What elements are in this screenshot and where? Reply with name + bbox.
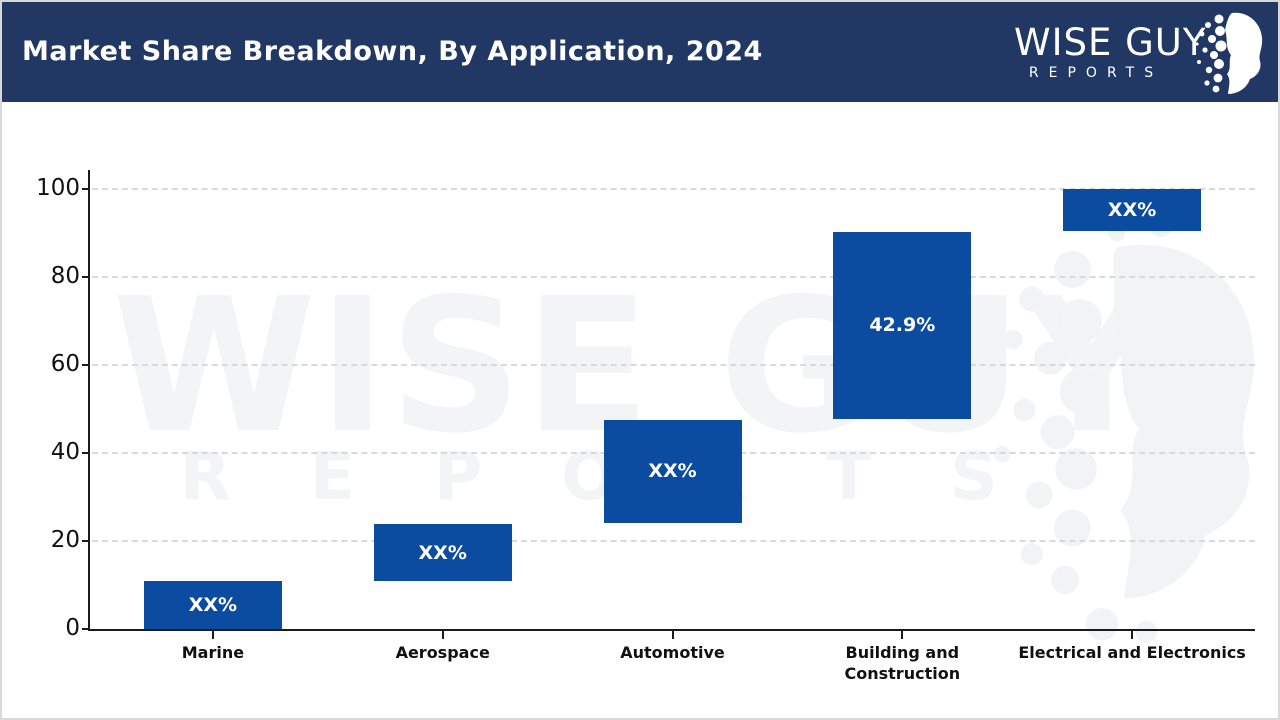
- x-axis-category-label: Aerospace: [395, 643, 490, 662]
- bar-value-label: XX%: [188, 594, 238, 616]
- y-tick-mark: [82, 452, 90, 454]
- y-axis-line: [88, 170, 90, 631]
- y-tick-mark: [82, 188, 90, 190]
- x-tick-mark: [441, 631, 444, 639]
- bar: XX%: [1063, 189, 1202, 231]
- y-tick-mark: [82, 276, 90, 278]
- gridline: [92, 364, 1255, 366]
- y-tick-label: 40: [50, 439, 80, 465]
- y-tick-label: 20: [50, 527, 80, 553]
- y-tick-label: 80: [50, 263, 80, 289]
- logo-subtitle: REPORTS: [1028, 65, 1164, 81]
- bar-value-label: XX%: [1107, 198, 1157, 221]
- x-tick-mark: [211, 631, 214, 639]
- bar-value-label: 42.9%: [869, 314, 936, 337]
- x-tick-mark: [671, 631, 674, 639]
- x-axis-category-label: Marine: [181, 643, 245, 662]
- y-tick-label: 0: [65, 615, 80, 641]
- y-tick-label: 60: [50, 351, 80, 377]
- bar: XX%: [603, 420, 742, 523]
- x-tick-mark: [901, 631, 904, 639]
- logo-wordmark: WISE GUY: [1014, 21, 1207, 64]
- watermark-face-icon: [994, 217, 1254, 643]
- gridline: [92, 276, 1255, 278]
- y-tick-label: 100: [36, 175, 80, 201]
- page-title: Market Share Breakdown, By Application, …: [22, 36, 763, 67]
- bar: XX%: [143, 581, 282, 629]
- x-axis-category-label: Electrical and Electronics: [1018, 643, 1246, 662]
- bar: XX%: [373, 523, 512, 582]
- watermark-subtitle: R E P O R T S: [180, 438, 1026, 515]
- logo-face-icon: [1195, 12, 1263, 95]
- gridline: [92, 540, 1255, 542]
- y-tick-mark: [82, 540, 90, 542]
- y-tick-mark: [82, 364, 90, 366]
- x-axis-category-label: Automotive: [620, 643, 725, 662]
- gridline: [92, 188, 1255, 190]
- x-tick-mark: [1131, 631, 1134, 639]
- header-band: Market Share Breakdown, By Application, …: [2, 2, 1278, 102]
- x-axis-line: [88, 629, 1255, 631]
- logo-text: WISE GUY REPORTS: [1014, 21, 1207, 81]
- wise-guy-logo: WISE GUY REPORTS: [1014, 10, 1264, 96]
- x-axis-category-label: Building and Construction: [844, 643, 961, 683]
- bar: 42.9%: [833, 231, 972, 420]
- y-tick-mark: [82, 628, 90, 630]
- bar-value-label: XX%: [648, 460, 697, 483]
- bar-value-label: XX%: [418, 541, 467, 564]
